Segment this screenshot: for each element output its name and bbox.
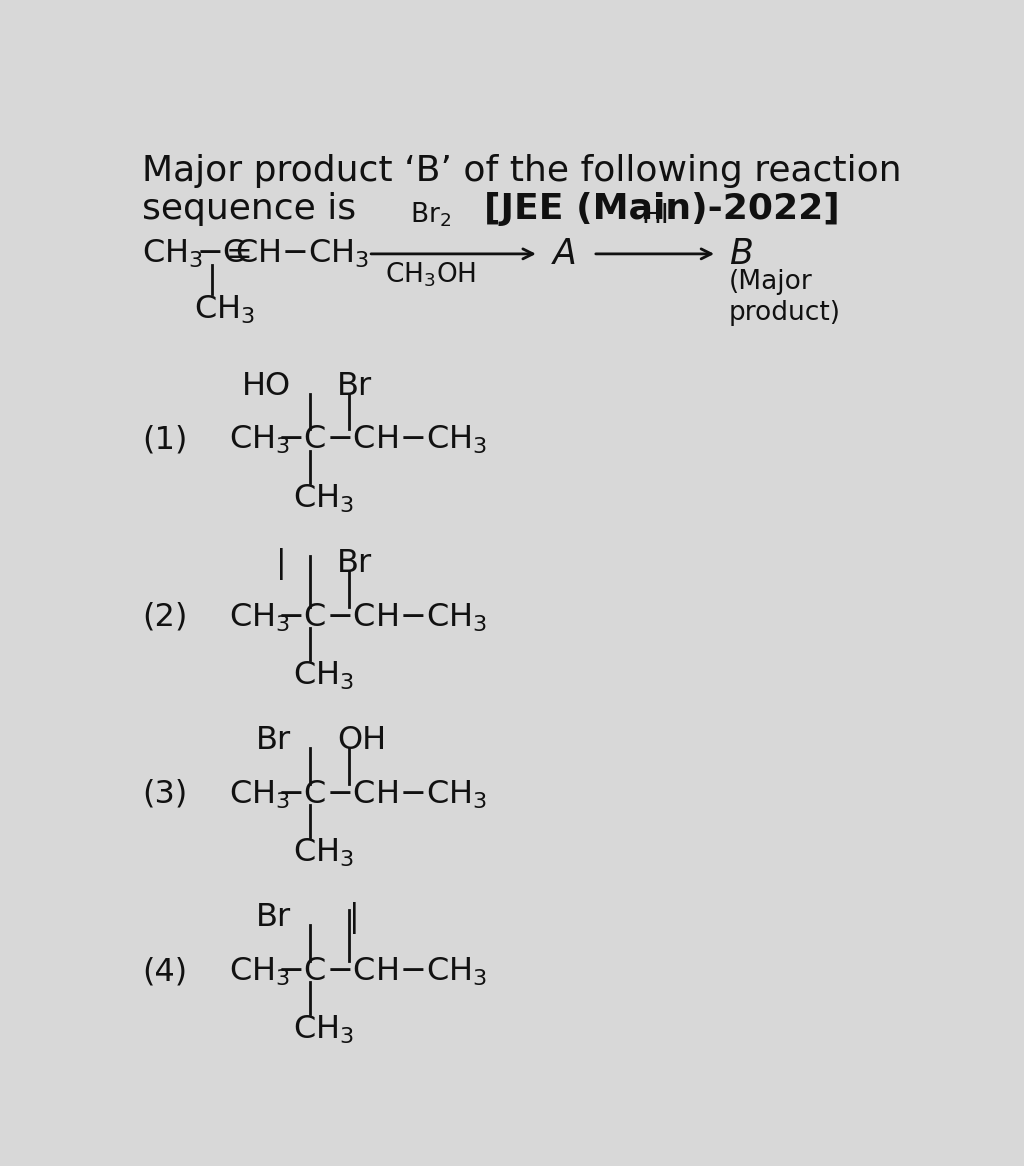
Text: |: | xyxy=(276,548,287,580)
Text: (2): (2) xyxy=(142,602,187,633)
Text: CH$_3$: CH$_3$ xyxy=(293,483,354,515)
Text: CH$_3$: CH$_3$ xyxy=(293,837,354,869)
Text: [JEE (Main)-2022]: [JEE (Main)-2022] xyxy=(484,192,841,226)
Text: CH$_3$: CH$_3$ xyxy=(293,660,354,693)
Text: CH$_3$: CH$_3$ xyxy=(228,955,290,988)
Text: (1): (1) xyxy=(142,424,187,456)
Text: CH$_3$: CH$_3$ xyxy=(228,424,290,456)
Text: Br$_2$: Br$_2$ xyxy=(410,201,451,230)
Text: $-$C$-$CH$-$CH$_3$: $-$C$-$CH$-$CH$_3$ xyxy=(276,602,487,633)
Text: $-$C$-$CH$-$CH$_3$: $-$C$-$CH$-$CH$_3$ xyxy=(276,778,487,810)
Text: HI: HI xyxy=(641,203,669,230)
Text: Br: Br xyxy=(256,902,291,933)
Text: OH: OH xyxy=(337,725,386,756)
Text: CH$_3$: CH$_3$ xyxy=(228,778,290,810)
Text: (3): (3) xyxy=(142,779,187,810)
Text: Br: Br xyxy=(256,725,291,756)
Text: Br: Br xyxy=(337,548,373,580)
Text: CH$_3$: CH$_3$ xyxy=(293,1014,354,1046)
Text: CH$_3$: CH$_3$ xyxy=(228,602,290,633)
Text: (4): (4) xyxy=(142,956,187,988)
Text: A: A xyxy=(553,237,577,271)
Text: (Major: (Major xyxy=(729,269,812,295)
Text: sequence is: sequence is xyxy=(142,192,356,226)
Text: $-$C$-$CH$-$CH$_3$: $-$C$-$CH$-$CH$_3$ xyxy=(276,424,487,456)
Text: $-$C$-$CH$-$CH$_3$: $-$C$-$CH$-$CH$_3$ xyxy=(276,955,487,988)
Text: Br: Br xyxy=(337,371,373,402)
Text: $-$C: $-$C xyxy=(197,238,246,269)
Text: CH$_3$OH: CH$_3$OH xyxy=(385,260,476,288)
Text: CH$-$CH$_3$: CH$-$CH$_3$ xyxy=(234,238,370,271)
Text: HO: HO xyxy=(242,371,291,402)
Text: |: | xyxy=(349,902,359,934)
Text: product): product) xyxy=(729,300,841,326)
Text: B: B xyxy=(729,237,753,271)
Text: $=$: $=$ xyxy=(219,238,251,269)
Text: CH$_3$: CH$_3$ xyxy=(194,294,255,326)
Text: CH$_3$: CH$_3$ xyxy=(142,238,203,271)
Text: Major product ‘B’ of the following reaction: Major product ‘B’ of the following react… xyxy=(142,154,901,188)
